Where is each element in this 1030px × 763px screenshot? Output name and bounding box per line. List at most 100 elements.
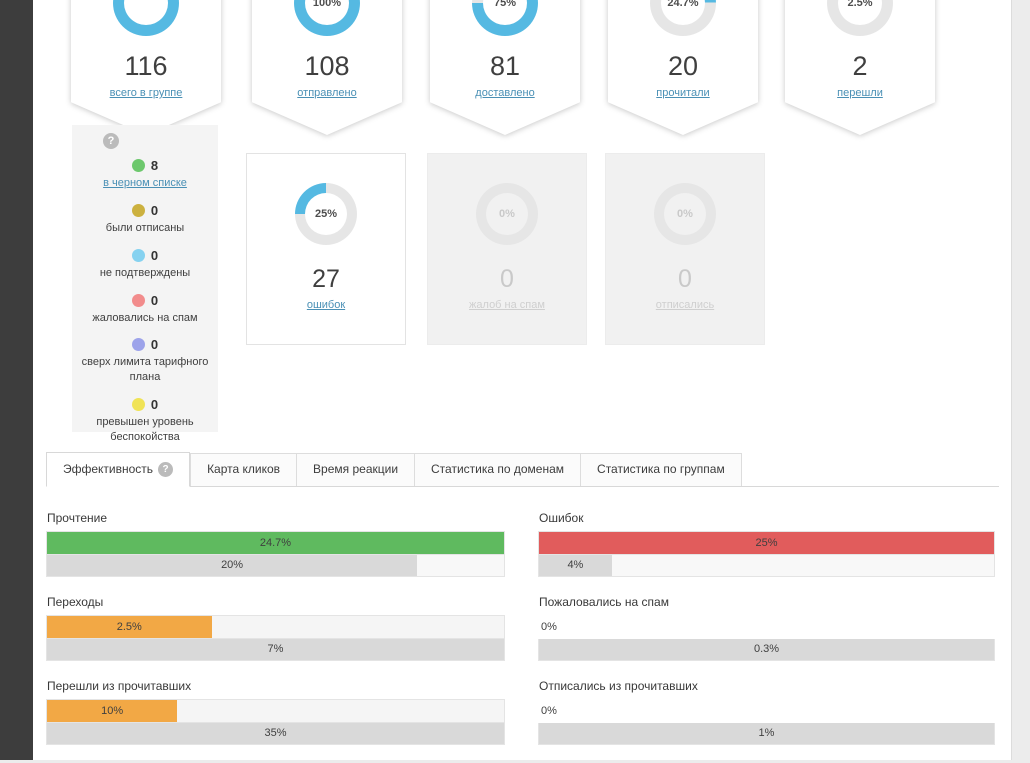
legend-value: 0 <box>150 337 159 353</box>
content-sheet: 116 всего в группе 100% 108 отправлено 7… <box>33 0 1012 760</box>
blacklist-link[interactable]: в черном списке <box>103 177 187 189</box>
metric-average-bar: 0.3% <box>538 639 995 661</box>
bar-value: 2.5% <box>116 621 142 633</box>
tab-group-stats[interactable]: Статистика по группам <box>580 453 742 486</box>
metric-average-bar: 35% <box>46 723 505 745</box>
legend-dot <box>131 293 145 307</box>
stats-tabs: Эффективность? Карта кликов Время реакци… <box>46 452 999 487</box>
metric-average-bar: 1% <box>538 723 995 745</box>
tab-label: Статистика по группам <box>597 462 725 476</box>
legend-value: 8 <box>150 158 159 173</box>
stat-card-delivered: 75% 81 доставлено <box>430 0 580 135</box>
stat-card-spam-complaints: 0% 0 жалоб на спам <box>427 153 587 345</box>
tab-label: Время реакции <box>313 462 399 476</box>
metric-title: Прочтение <box>47 511 107 525</box>
legend-value: 0 <box>150 292 159 308</box>
metric-value-bar: 0% <box>538 699 995 723</box>
legend-label: сверх лимита тарифного плана <box>81 356 209 384</box>
legend-dot <box>131 398 145 412</box>
blacklist-panel: ? 8 в черном списке 0 были отписаны 0 не… <box>72 125 218 443</box>
donut-hole <box>486 193 528 235</box>
legend-item: 0 жаловались на спам <box>72 293 218 326</box>
question-icon[interactable]: ? <box>158 462 174 478</box>
donut-percent <box>113 0 179 36</box>
bar-value: 10% <box>101 705 124 717</box>
stat-link-read[interactable]: прочитали <box>656 87 710 99</box>
bar-value: 4% <box>567 559 584 571</box>
legend-label: жаловались на спам <box>92 311 198 324</box>
stat-card-clicked: 2.5% 2 перешли <box>785 0 935 135</box>
bar-fill: 1% <box>539 723 994 744</box>
effectiveness-panel: Прочтение 24.7% 20% Переходы 2.5% 7% Пер… <box>46 511 995 763</box>
stat-link-delivered[interactable]: доставлено <box>475 87 535 99</box>
bar-value: 0% <box>541 621 557 633</box>
legend-item: 0 превышен уровень беспокойства <box>72 397 218 445</box>
stat-value: 108 <box>304 51 350 81</box>
donut-percent: 75% <box>493 0 517 9</box>
stat-link-sent[interactable]: отправлено <box>297 87 357 99</box>
legend-value: 0 <box>150 397 159 413</box>
tab-label: Статистика по доменам <box>431 462 565 476</box>
donut-percent: 0% <box>677 208 693 220</box>
metric-clicks: Переходы 2.5% 7% <box>46 595 505 661</box>
bar-value: 24.7% <box>259 537 292 549</box>
metric-value-bar: 25% <box>538 531 995 555</box>
donut-chart-spam: 0% <box>476 183 538 245</box>
stat-value: 2 <box>852 51 868 81</box>
legend-dot <box>131 338 145 352</box>
legend-label: превышен уровень беспокойства <box>96 416 194 443</box>
donut-hole <box>664 193 706 235</box>
bar-fill: 0% <box>539 616 994 638</box>
bar-fill: 4% <box>539 555 612 576</box>
tab-label: Карта кликов <box>207 462 281 476</box>
stat-card-total: 116 всего в группе <box>71 0 221 135</box>
left-dark-rail <box>0 0 33 760</box>
metric-title: Отписались из прочитавших <box>539 679 698 693</box>
stat-card-read: 24.7% 20 прочитали <box>608 0 758 135</box>
donut-percent: 24.7% <box>667 0 699 9</box>
donut-percent: 0% <box>499 208 515 220</box>
metric-title: Ошибок <box>539 511 584 525</box>
metric-title: Переходы <box>47 595 104 609</box>
tab-click-map[interactable]: Карта кликов <box>190 453 297 486</box>
stat-link-total[interactable]: всего в группе <box>109 87 183 99</box>
tab-reaction-time[interactable]: Время реакции <box>296 453 415 486</box>
metric-value-bar: 2.5% <box>46 615 505 639</box>
stat-value: 81 <box>489 51 521 81</box>
stat-link-errors[interactable]: ошибок <box>306 299 346 311</box>
legend-dot <box>131 248 145 262</box>
bar-fill: 2.5% <box>47 616 212 638</box>
metric-clicked-from-read: Перешли из прочитавших 10% 35% <box>46 679 505 745</box>
legend-value: 0 <box>150 247 159 263</box>
legend-item: 8 в черном списке <box>72 158 218 191</box>
metric-average-bar: 4% <box>538 555 995 577</box>
question-icon[interactable]: ? <box>103 133 119 149</box>
bar-value: 0.3% <box>753 643 780 655</box>
bar-value: 25% <box>755 537 778 549</box>
bar-fill: 7% <box>47 639 504 660</box>
tab-label: Эффективность <box>63 462 154 476</box>
legend-value: 0 <box>150 202 159 218</box>
bar-fill: 35% <box>47 723 504 744</box>
donut-chart-read: 24.7% <box>650 0 716 36</box>
tab-effectiveness[interactable]: Эффективность? <box>46 452 191 487</box>
bar-value: 7% <box>267 643 284 655</box>
bar-fill: 0% <box>539 700 994 722</box>
donut-percent: 2.5% <box>847 0 873 9</box>
bar-fill: 20% <box>47 555 418 576</box>
stat-link-unsubscribed: отписались <box>655 299 715 311</box>
metric-title: Пожаловались на спам <box>539 595 669 609</box>
tab-domain-stats[interactable]: Статистика по доменам <box>414 453 581 486</box>
donut-hole <box>305 193 347 235</box>
legend-label: не подтверждены <box>99 266 191 279</box>
bar-fill: 0.3% <box>539 639 994 660</box>
metric-unsubscribed-from-read: Отписались из прочитавших 0% 1% <box>538 679 995 745</box>
metric-errors: Ошибок 25% 4% <box>538 511 995 577</box>
metric-spam-complaints: Пожаловались на спам 0% 0.3% <box>538 595 995 661</box>
stat-value: 27 <box>312 265 340 293</box>
stat-card-sent: 100% 108 отправлено <box>252 0 402 135</box>
legend-item: 0 сверх лимита тарифного плана <box>72 337 218 385</box>
stat-link-clicked[interactable]: перешли <box>837 87 883 99</box>
legend-item: 0 были отписаны <box>72 203 218 236</box>
donut-chart-unsubscribed: 0% <box>654 183 716 245</box>
